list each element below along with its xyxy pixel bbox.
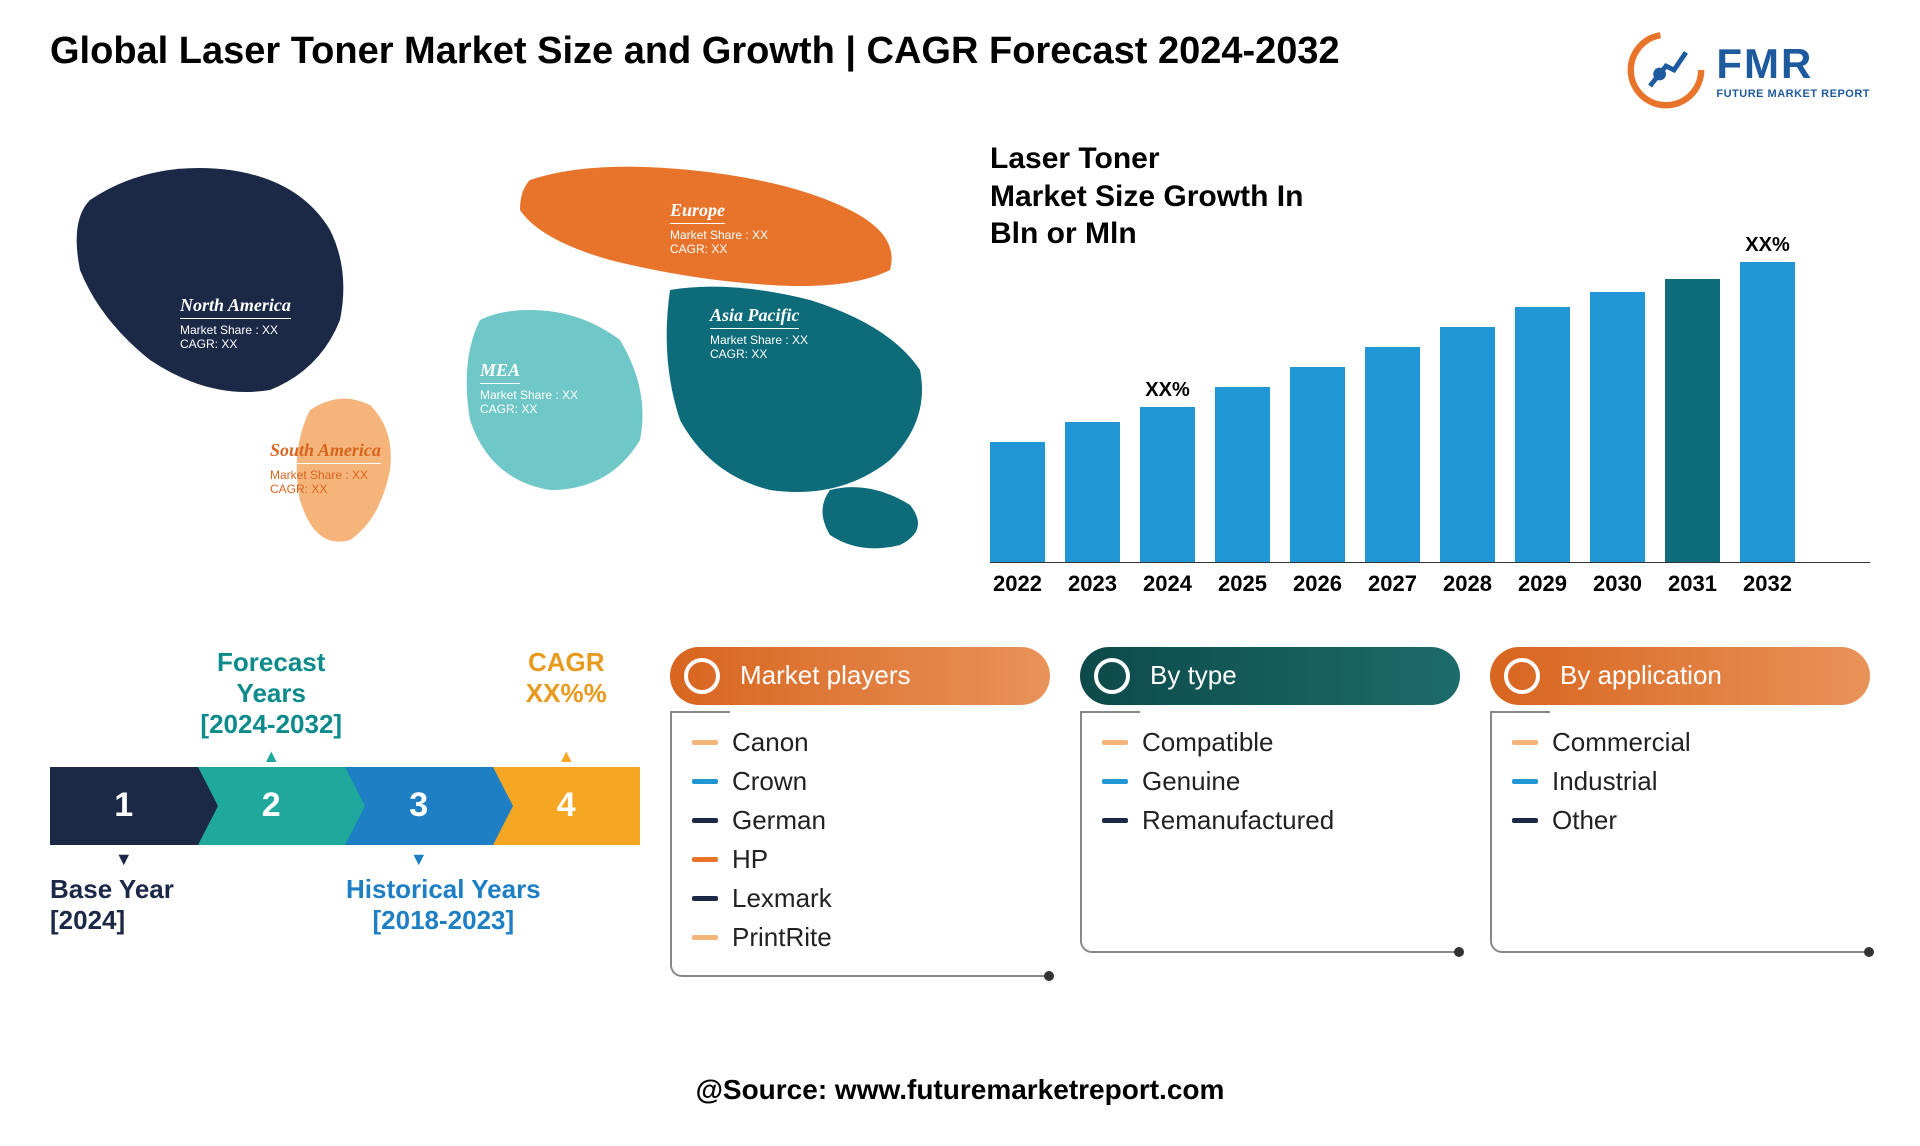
list-item: Industrial — [1512, 766, 1870, 797]
forecast-label: Forecast Years — [217, 647, 325, 708]
world-map: North AmericaMarket Share : XXCAGR: XX So… — [50, 140, 950, 560]
bar-year-2028: 2028 — [1440, 571, 1495, 597]
bar-year-2022: 2022 — [990, 571, 1045, 597]
logo-text-main: FMR — [1716, 40, 1870, 88]
list-item-label: Commercial — [1552, 727, 1691, 758]
color-dash — [692, 896, 718, 901]
bar-chart: XX% XX% — [990, 263, 1870, 563]
bar-2025 — [1215, 387, 1270, 562]
region-label-na: North AmericaMarket Share : XXCAGR: XX — [180, 295, 291, 351]
list-item: Remanufactured — [1102, 805, 1460, 836]
bar-2028 — [1440, 327, 1495, 562]
bar-year-2023: 2023 — [1065, 571, 1120, 597]
list-item: Crown — [692, 766, 1050, 797]
list-item-label: Genuine — [1142, 766, 1240, 797]
bar-2032: XX% — [1740, 262, 1795, 562]
list-item-label: Crown — [732, 766, 807, 797]
base-label: Base Year — [50, 874, 174, 904]
list-item-label: Other — [1552, 805, 1617, 836]
color-dash — [692, 779, 718, 784]
list-item-label: Compatible — [1142, 727, 1274, 758]
hist-label: Historical Years — [346, 874, 541, 904]
cagr-value: XX%% — [526, 678, 607, 708]
pill-by-application: By application — [1490, 647, 1870, 705]
timeline-cell-3: 3 — [345, 767, 493, 845]
list-item-label: PrintRite — [732, 922, 832, 953]
timeline-panel: Forecast Years [2024-2032] CAGR XX%% ▲▲ … — [50, 647, 640, 936]
pill-by-type: By type — [1080, 647, 1460, 705]
bar-2023 — [1065, 422, 1120, 562]
bar-top-label-2024: XX% — [1145, 379, 1189, 402]
bar-year-2032: 2032 — [1740, 571, 1795, 597]
bar-2027 — [1365, 347, 1420, 562]
bar-year-2025: 2025 — [1215, 571, 1270, 597]
color-dash — [692, 935, 718, 940]
page-title: Global Laser Toner Market Size and Growt… — [50, 30, 1340, 73]
timeline-bar: 1 2 3 4 — [50, 767, 640, 845]
list-item: Canon — [692, 727, 1050, 758]
market-players-col: Market players Canon Crown German HP Lexmark… — [670, 647, 1050, 977]
region-label-ap: Asia PacificMarket Share : XXCAGR: XX — [710, 305, 808, 361]
color-dash — [692, 818, 718, 823]
color-dash — [1512, 818, 1538, 823]
fmr-logo-icon — [1626, 30, 1706, 110]
list-item: Other — [1512, 805, 1870, 836]
list-item: HP — [692, 844, 1050, 875]
bar-2026 — [1290, 367, 1345, 562]
color-dash — [692, 857, 718, 862]
list-item-label: HP — [732, 844, 768, 875]
bar-year-2031: 2031 — [1665, 571, 1720, 597]
timeline-cell-2: 2 — [198, 767, 346, 845]
list-item: Compatible — [1102, 727, 1460, 758]
forecast-range: [2024-2032] — [200, 709, 342, 739]
chart-title: Laser Toner Market Size Growth In Bln or… — [990, 140, 1870, 253]
cagr-label: CAGR — [528, 647, 605, 677]
list-item-label: German — [732, 805, 826, 836]
list-item-label: Industrial — [1552, 766, 1658, 797]
list-item: PrintRite — [692, 922, 1050, 953]
base-range: [2024] — [50, 905, 125, 935]
region-label-mea: MEAMarket Share : XXCAGR: XX — [480, 360, 578, 416]
by-application-col: By application Commercial Industrial Other — [1490, 647, 1870, 953]
logo-text-sub: FUTURE MARKET REPORT — [1716, 88, 1870, 100]
by-type-col: By type Compatible Genuine Remanufactured — [1080, 647, 1460, 953]
list-item-label: Lexmark — [732, 883, 832, 914]
bar-2031 — [1665, 279, 1720, 562]
hist-range: [2018-2023] — [373, 905, 515, 935]
bar-year-2029: 2029 — [1515, 571, 1570, 597]
region-label-eu: EuropeMarket Share : XXCAGR: XX — [670, 200, 768, 256]
bar-2024: XX% — [1140, 407, 1195, 562]
color-dash — [1102, 818, 1128, 823]
header: Global Laser Toner Market Size and Growt… — [50, 30, 1870, 110]
bar-year-2030: 2030 — [1590, 571, 1645, 597]
list-item-label: Remanufactured — [1142, 805, 1334, 836]
list-by-type: Compatible Genuine Remanufactured — [1080, 713, 1460, 953]
list-item: Genuine — [1102, 766, 1460, 797]
list-item-label: Canon — [732, 727, 809, 758]
bar-top-label-2032: XX% — [1745, 234, 1789, 257]
logo: FMR FUTURE MARKET REPORT — [1626, 30, 1870, 110]
list-market-players: Canon Crown German HP Lexmark PrintRite — [670, 713, 1050, 977]
bar-year-2027: 2027 — [1365, 571, 1420, 597]
color-dash — [692, 740, 718, 745]
bar-2030 — [1590, 292, 1645, 562]
color-dash — [1102, 740, 1128, 745]
list-item: Commercial — [1512, 727, 1870, 758]
bar-year-2024: 2024 — [1140, 571, 1195, 597]
bar-2029 — [1515, 307, 1570, 562]
pill-market-players: Market players — [670, 647, 1050, 705]
timeline-cell-4: 4 — [493, 767, 641, 845]
timeline-cell-1: 1 — [50, 767, 198, 845]
list-item: Lexmark — [692, 883, 1050, 914]
source-text: @Source: www.futuremarketreport.com — [696, 1074, 1225, 1106]
color-dash — [1512, 779, 1538, 784]
list-item: German — [692, 805, 1050, 836]
color-dash — [1102, 779, 1128, 784]
bar-2022 — [990, 442, 1045, 562]
region-label-sa: South AmericaMarket Share : XXCAGR: XX — [270, 440, 381, 496]
bar-year-2026: 2026 — [1290, 571, 1345, 597]
color-dash — [1512, 740, 1538, 745]
bar-chart-panel: Laser Toner Market Size Growth In Bln or… — [990, 140, 1870, 597]
list-by-application: Commercial Industrial Other — [1490, 713, 1870, 953]
